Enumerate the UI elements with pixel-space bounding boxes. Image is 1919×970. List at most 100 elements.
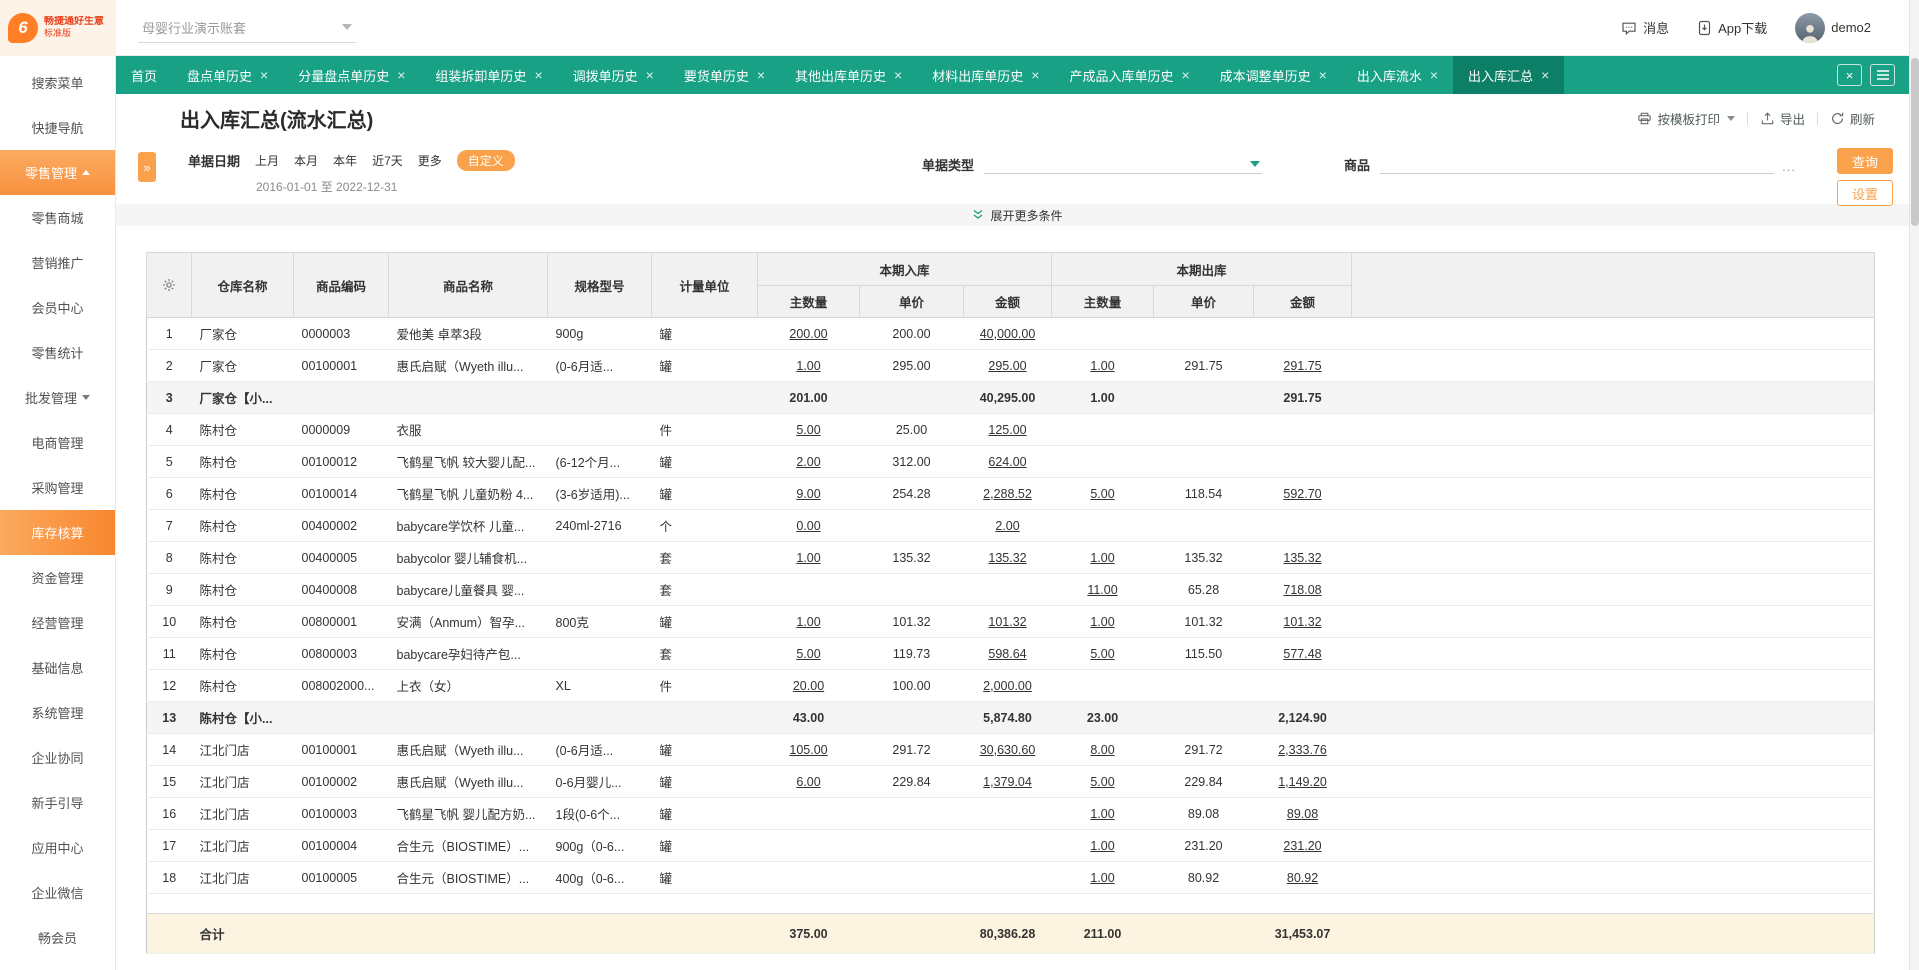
amount-link[interactable]: 200.00 [789, 326, 828, 341]
sidebar-item-新手引导[interactable]: 新手引导 [0, 780, 115, 825]
amount-link[interactable]: 2.00 [796, 454, 821, 469]
table-row[interactable]: 16 江北门店 00100003 飞鹤星飞帆 婴儿配方奶... 1段(0-6个... 罐 1… [146, 797, 1875, 830]
settings-button[interactable]: 设置 [1837, 180, 1893, 206]
amount-link[interactable]: 80.92 [1286, 870, 1319, 885]
table-row[interactable]: 17 江北门店 00100004 合生元（BIOSTIME）... 900g（0-6..… [146, 829, 1875, 862]
col-header-out-amount[interactable]: 金额 [1253, 285, 1353, 318]
col-header-warehouse[interactable]: 仓库名称 [191, 252, 294, 318]
sidebar-item-零售商城[interactable]: 零售商城 [0, 195, 115, 240]
amount-link[interactable]: 0.00 [796, 518, 821, 533]
sidebar-item-基础信息[interactable]: 基础信息 [0, 645, 115, 690]
amount-link[interactable]: 1.00 [1090, 614, 1115, 629]
sidebar-item-零售统计[interactable]: 零售统计 [0, 330, 115, 375]
table-row[interactable]: 10 陈村仓 00800001 安满（Anmum）智孕... 800克罐 1.00 101.… [146, 605, 1875, 638]
amount-link[interactable]: 295.00 [988, 358, 1027, 373]
sidebar-item-采购管理[interactable]: 采购管理 [0, 465, 115, 510]
tab-出入库汇总[interactable]: 出入库汇总 × [1453, 56, 1565, 94]
tab-close-icon[interactable]: × [260, 67, 269, 83]
col-header-in-qty[interactable]: 主数量 [757, 285, 860, 318]
amount-link[interactable]: 231.20 [1283, 838, 1322, 853]
sidebar-item-会员中心[interactable]: 会员中心 [0, 285, 115, 330]
table-row[interactable]: 5 陈村仓 00100012 飞鹤星飞帆 较大婴儿配... (6-12个月... 罐 2.0… [146, 445, 1875, 478]
table-row[interactable]: 2 厂家仓 00100001 惠氏启赋（Wyeth illu... (0-6月适... 罐… [146, 349, 1875, 382]
amount-link[interactable]: 5.00 [796, 422, 821, 437]
refresh-button[interactable]: 刷新 [1830, 109, 1875, 128]
table-row[interactable]: 18 江北门店 00100005 合生元（BIOSTIME）... 400g（0-6..… [146, 861, 1875, 894]
tab-close-icon[interactable]: × [397, 67, 406, 83]
sidebar-item-系统管理[interactable]: 系统管理 [0, 690, 115, 735]
table-row[interactable]: 15 江北门店 00100002 惠氏启赋（Wyeth illu... 0-6月婴儿..… [146, 765, 1875, 798]
tab-close-icon[interactable]: × [1181, 67, 1190, 83]
sidebar-item-经营管理[interactable]: 经营管理 [0, 600, 115, 645]
tab-分量盘点单历史[interactable]: 分量盘点单历史 × [283, 56, 420, 94]
expand-more-conditions[interactable]: 展开更多条件 [116, 204, 1919, 226]
col-header-in-amount[interactable]: 金额 [962, 285, 1053, 318]
tab-产成品入库单历史[interactable]: 产成品入库单历史 × [1054, 56, 1204, 94]
tab-close-icon[interactable]: × [645, 67, 654, 83]
tab-盘点单历史[interactable]: 盘点单历史 × [172, 56, 283, 94]
tab-出入库流水[interactable]: 出入库流水 × [1342, 56, 1453, 94]
table-row[interactable]: 4 陈村仓 0000009 衣服 件 5.00 25.00 125.00 [146, 413, 1875, 446]
amount-link[interactable]: 624.00 [988, 454, 1027, 469]
amount-link[interactable]: 1.00 [796, 614, 821, 629]
table-row[interactable]: 6 陈村仓 00100014 飞鹤星飞帆 儿童奶粉 4... (3-6岁适用)... 罐 9… [146, 477, 1875, 510]
subtotal-row[interactable]: 3 厂家仓【小... 201.00 40,295.00 1.00 291.75 [146, 381, 1875, 414]
tab-其他出库单历史[interactable]: 其他出库单历史 × [780, 56, 917, 94]
amount-link[interactable]: 2,288.52 [983, 486, 1032, 501]
sidebar-item-批发管理[interactable]: 批发管理 [0, 375, 115, 420]
sidebar-item-企业微信[interactable]: 企业微信 [0, 870, 115, 915]
amount-link[interactable]: 1.00 [1090, 550, 1115, 565]
print-by-template-button[interactable]: 按模板打印 [1637, 109, 1735, 128]
quick-link-本年[interactable]: 本年 [333, 154, 358, 168]
amount-link[interactable]: 2,333.76 [1278, 742, 1327, 757]
tab-close-icon[interactable]: × [1318, 67, 1327, 83]
amount-link[interactable]: 5.00 [796, 646, 821, 661]
messages-button[interactable]: 消息 [1621, 18, 1669, 37]
amount-link[interactable]: 5.00 [1090, 486, 1115, 501]
tab-close-icon[interactable]: × [756, 67, 766, 83]
tab-材料出库单历史[interactable]: 材料出库单历史 × [917, 56, 1054, 94]
sidebar-item-库存核算[interactable]: 库存核算 [0, 510, 115, 555]
app-download-button[interactable]: App下载 [1697, 18, 1767, 37]
sidebar-item-电商管理[interactable]: 电商管理 [0, 420, 115, 465]
quick-link-上月[interactable]: 上月 [255, 154, 280, 168]
sidebar-item-快捷导航[interactable]: 快捷导航 [0, 105, 115, 150]
search-button[interactable]: 查询 [1837, 148, 1893, 174]
close-all-tabs-button[interactable]: × [1837, 64, 1862, 86]
table-row[interactable]: 9 陈村仓 00400008 babycare儿童餐具 婴... 套 11.00 65.28… [146, 573, 1875, 606]
amount-link[interactable]: 1.00 [1090, 838, 1115, 853]
amount-link[interactable]: 592.70 [1283, 486, 1322, 501]
amount-link[interactable]: 20.00 [792, 678, 825, 693]
total-row[interactable]: 合计 375.00 80,386.28 211.00 31,453.07 [146, 913, 1875, 954]
quick-link-近7天[interactable]: 近7天 [372, 154, 403, 168]
product-input[interactable] [1380, 154, 1775, 174]
amount-link[interactable]: 1.00 [796, 358, 821, 373]
amount-link[interactable]: 1.00 [1090, 870, 1115, 885]
amount-link[interactable]: 6.00 [796, 774, 821, 789]
user-menu[interactable]: demo2 [1795, 12, 1871, 43]
amount-link[interactable]: 135.32 [1283, 550, 1322, 565]
sidebar-item-资金管理[interactable]: 资金管理 [0, 555, 115, 600]
sidebar-item-企业协同[interactable]: 企业协同 [0, 735, 115, 780]
tab-要货单历史[interactable]: 要货单历史 × [669, 56, 780, 94]
amount-link[interactable]: 5.00 [1090, 774, 1115, 789]
tab-成本调整单历史[interactable]: 成本调整单历史 × [1205, 56, 1342, 94]
table-row[interactable]: 14 江北门店 00100001 惠氏启赋（Wyeth illu... (0-6月适..… [146, 733, 1875, 766]
amount-link[interactable]: 598.64 [988, 646, 1027, 661]
amount-link[interactable]: 1.00 [796, 550, 821, 565]
amount-link[interactable]: 8.00 [1090, 742, 1115, 757]
amount-link[interactable]: 291.75 [1283, 358, 1322, 373]
col-header-spec[interactable]: 规格型号 [547, 252, 652, 318]
amount-link[interactable]: 89.08 [1286, 806, 1319, 821]
amount-link[interactable]: 1.00 [1090, 358, 1115, 373]
tab-close-icon[interactable]: × [534, 67, 543, 83]
amount-link[interactable]: 101.32 [988, 614, 1027, 629]
tab-调拨单历史[interactable]: 调拨单历史 × [558, 56, 669, 94]
amount-link[interactable]: 9.00 [796, 486, 821, 501]
tab-close-icon[interactable]: × [1541, 67, 1550, 83]
scrollbar-thumb[interactable] [1911, 58, 1919, 226]
export-button[interactable]: 导出 [1760, 109, 1805, 128]
amount-link[interactable]: 2.00 [995, 518, 1020, 533]
amount-link[interactable]: 30,630.60 [979, 742, 1036, 757]
amount-link[interactable]: 40,000.00 [979, 326, 1036, 341]
